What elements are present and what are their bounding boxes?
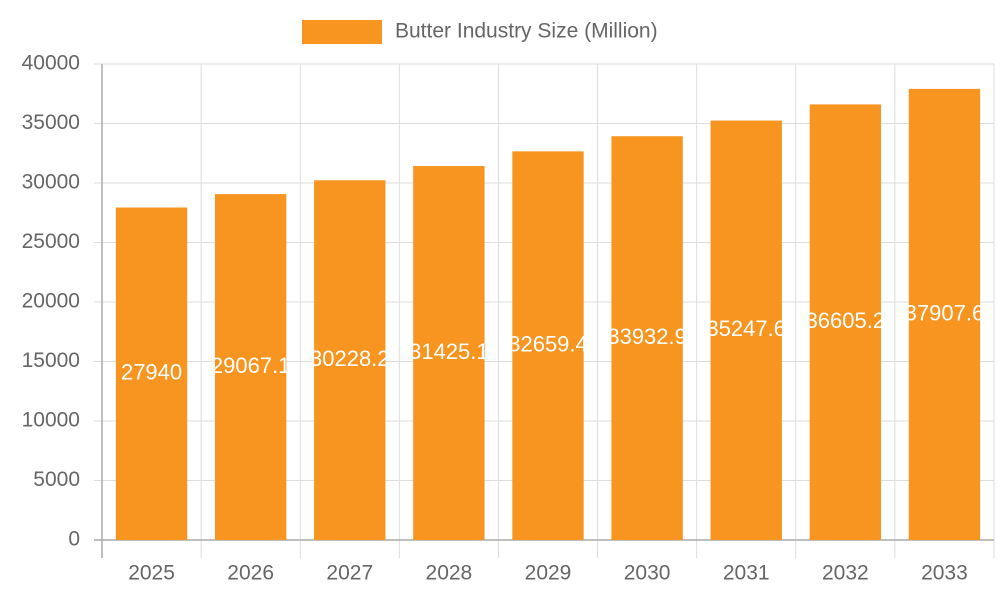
bar — [809, 104, 882, 540]
y-tick-label: 0 — [68, 528, 80, 551]
bar — [314, 180, 386, 540]
y-tick-label: 35000 — [22, 111, 80, 134]
x-tick-label: 2033 — [921, 562, 968, 585]
data-label: 33932.9 — [607, 324, 687, 349]
data-label: 36605.2 — [806, 308, 886, 333]
bar — [710, 120, 782, 540]
bar — [214, 194, 287, 541]
x-tick-label: 2028 — [426, 562, 473, 585]
legend-label: Butter Industry Size (Million) — [395, 20, 658, 43]
data-label: 35247.6 — [706, 316, 786, 341]
x-tick-label: 2032 — [822, 562, 869, 585]
x-tick-label: 2031 — [723, 562, 770, 585]
bar — [611, 136, 683, 540]
bar — [413, 166, 485, 540]
data-label: 32659.4 — [508, 331, 588, 356]
y-tick-label: 20000 — [22, 290, 80, 313]
y-tick-label: 10000 — [22, 409, 80, 432]
bar — [115, 207, 188, 540]
x-tick-label: 2030 — [624, 562, 671, 585]
bar — [908, 88, 981, 540]
bar — [512, 151, 584, 540]
y-tick-label: 15000 — [22, 349, 80, 372]
y-tick-label: 25000 — [22, 230, 80, 253]
legend-swatch — [302, 20, 382, 44]
x-tick-label: 2029 — [525, 562, 572, 585]
x-tick-label: 2026 — [227, 562, 274, 585]
y-tick-label: 40000 — [22, 52, 80, 75]
data-label: 30228.2 — [310, 346, 390, 371]
x-tick-label: 2027 — [326, 562, 373, 585]
data-label: 37907.6 — [905, 300, 985, 325]
x-tick-label: 2025 — [128, 562, 175, 585]
data-label: 29067.1 — [211, 353, 291, 378]
data-label: 31425.1 — [409, 339, 489, 364]
data-label: 27940 — [121, 360, 182, 385]
y-tick-label: 5000 — [33, 468, 80, 491]
y-tick-label: 30000 — [22, 171, 80, 194]
